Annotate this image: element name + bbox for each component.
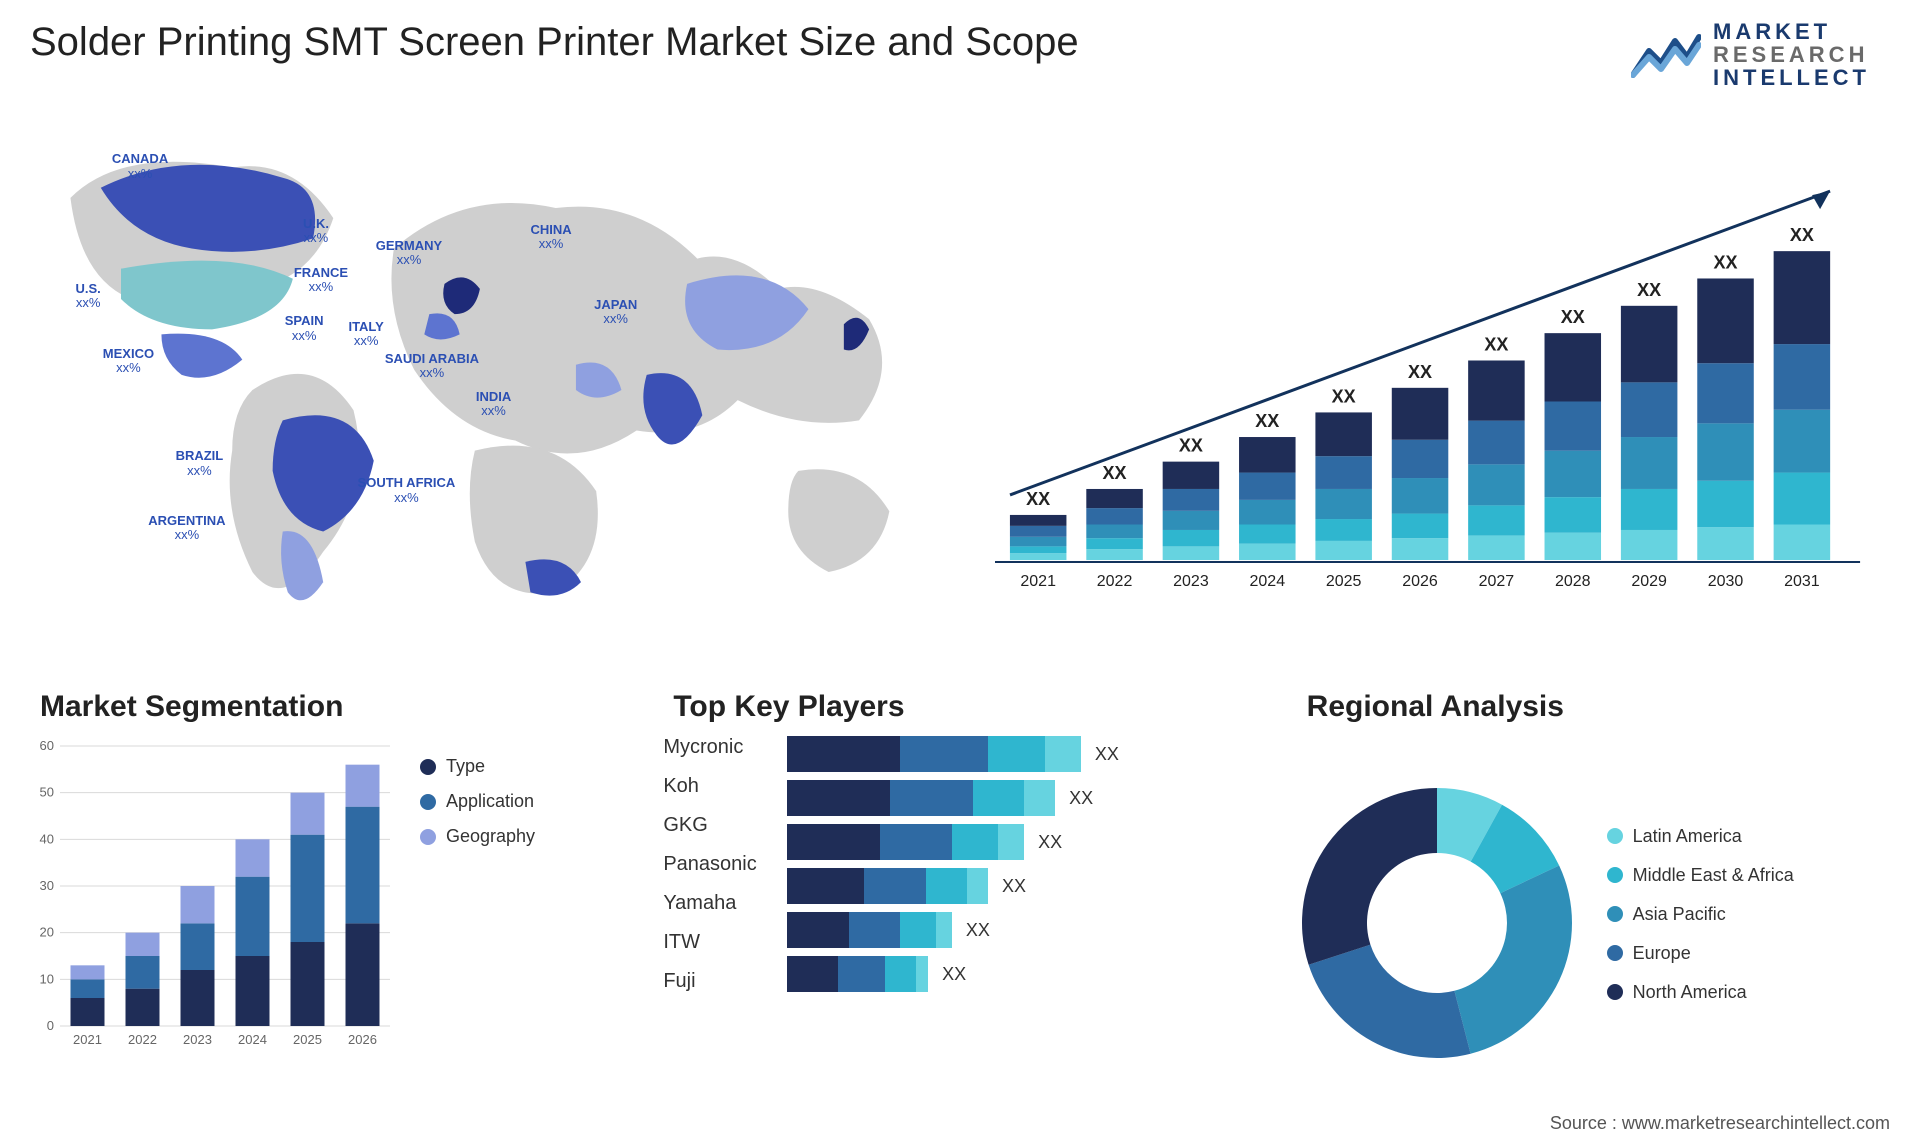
- source-line: Source : www.marketresearchintellect.com: [1550, 1113, 1890, 1134]
- svg-text:2027: 2027: [1479, 573, 1515, 590]
- players-title: Top Key Players: [673, 690, 1256, 724]
- svg-text:2026: 2026: [1402, 573, 1438, 590]
- segmentation-svg: 0 10 20 30 40 50 60 2021 2022 2023 2024 2025 2026: [30, 736, 390, 1056]
- player-row: XX: [787, 912, 1119, 948]
- svg-text:2028: 2028: [1555, 573, 1591, 590]
- svg-text:XX: XX: [1026, 489, 1050, 509]
- player-name: Yamaha: [663, 892, 756, 915]
- svg-text:10: 10: [40, 971, 54, 986]
- segmentation-legend-item: Application: [420, 791, 623, 812]
- header: Solder Printing SMT Screen Printer Marke…: [30, 20, 1890, 110]
- regional-panel: Regional Analysis Latin America Middle Ea…: [1297, 690, 1890, 1110]
- svg-text:0: 0: [47, 1018, 54, 1033]
- bottom-row: Market Segmentation 0 10 20 30 40 50 60 2021 202…: [30, 690, 1890, 1110]
- svg-text:2031: 2031: [1784, 573, 1820, 590]
- players-list: Mycronic Koh GKG Panasonic Yamaha ITW Fuji: [663, 736, 756, 1009]
- segmentation-legend-item: Geography: [420, 826, 623, 847]
- player-row: XX: [787, 736, 1119, 772]
- player-name: Panasonic: [663, 853, 756, 876]
- world-map-svg: [30, 120, 940, 660]
- svg-text:30: 30: [40, 878, 54, 893]
- svg-text:XX: XX: [1637, 280, 1661, 300]
- svg-text:2023: 2023: [183, 1032, 212, 1047]
- svg-text:40: 40: [40, 831, 54, 846]
- regional-legend-item: North America: [1607, 982, 1890, 1003]
- svg-text:XX: XX: [1255, 411, 1279, 431]
- svg-text:50: 50: [40, 785, 54, 800]
- regional-legend-item: Europe: [1607, 943, 1890, 964]
- logo-line-1: MARKET: [1713, 20, 1870, 43]
- segmentation-title: Market Segmentation: [40, 690, 623, 724]
- svg-text:XX: XX: [1561, 307, 1585, 327]
- players-panel: Top Key Players Mycronic Koh GKG Panasonic Y…: [663, 690, 1256, 1110]
- player-name: Koh: [663, 775, 756, 798]
- svg-text:20: 20: [40, 925, 54, 940]
- svg-text:XX: XX: [1790, 225, 1814, 245]
- page-title: Solder Printing SMT Screen Printer Marke…: [30, 20, 1079, 65]
- player-row: XX: [787, 824, 1119, 860]
- regional-legend-item: Latin America: [1607, 826, 1890, 847]
- svg-text:2023: 2023: [1173, 573, 1209, 590]
- svg-text:2030: 2030: [1708, 573, 1744, 590]
- player-row: XX: [787, 956, 1119, 992]
- growth-chart-svg: XX 2021 XX 2022 XX 2023 XX 2024 XX 2025 XX 2026 XX 20…: [980, 130, 1880, 630]
- logo-mark-icon: [1631, 31, 1701, 79]
- svg-text:XX: XX: [1332, 386, 1356, 406]
- svg-text:XX: XX: [1179, 436, 1203, 456]
- brand-logo: MARKET RESEARCH INTELLECT: [1631, 20, 1870, 89]
- donut-svg: [1297, 783, 1577, 1063]
- svg-text:2022: 2022: [1097, 573, 1133, 590]
- top-row: CANADAxx%U.S.xx%MEXICOxx%BRAZILxx%ARGENT…: [30, 120, 1890, 660]
- regional-legend-item: Middle East & Africa: [1607, 865, 1890, 886]
- player-name: ITW: [663, 931, 756, 954]
- svg-text:2022: 2022: [128, 1032, 157, 1047]
- player-name: Mycronic: [663, 736, 756, 759]
- svg-text:2025: 2025: [1326, 573, 1362, 590]
- player-row: XX: [787, 780, 1119, 816]
- segmentation-panel: Market Segmentation 0 10 20 30 40 50 60 2021 202…: [30, 690, 623, 1110]
- logo-text: MARKET RESEARCH INTELLECT: [1713, 20, 1870, 89]
- svg-text:XX: XX: [1102, 463, 1126, 483]
- svg-text:2025: 2025: [293, 1032, 322, 1047]
- regional-legend: Latin America Middle East & Africa Asia Pa…: [1607, 826, 1890, 1021]
- svg-text:2021: 2021: [73, 1032, 102, 1047]
- svg-text:2024: 2024: [238, 1032, 267, 1047]
- svg-text:60: 60: [40, 738, 54, 753]
- svg-text:XX: XX: [1408, 362, 1432, 382]
- regional-donut: [1297, 783, 1577, 1063]
- regional-title: Regional Analysis: [1307, 690, 1890, 724]
- world-map-panel: CANADAxx%U.S.xx%MEXICOxx%BRAZILxx%ARGENT…: [30, 120, 940, 660]
- segmentation-chart: 0 10 20 30 40 50 60 2021 2022 2023 2024 2025 2026: [30, 736, 390, 1110]
- logo-line-2: RESEARCH: [1713, 43, 1870, 66]
- svg-text:2021: 2021: [1020, 573, 1056, 590]
- svg-text:2024: 2024: [1249, 573, 1285, 590]
- source-prefix: Source :: [1550, 1113, 1622, 1133]
- player-name: GKG: [663, 814, 756, 837]
- player-row: XX: [787, 868, 1119, 904]
- source-text: www.marketresearchintellect.com: [1622, 1113, 1890, 1133]
- segmentation-legend: Type Application Geography: [420, 736, 623, 1110]
- players-bars: XX XX XX XX XX XX: [787, 736, 1129, 1009]
- svg-text:XX: XX: [1713, 252, 1737, 272]
- svg-text:XX: XX: [1484, 334, 1508, 354]
- logo-line-3: INTELLECT: [1713, 66, 1870, 89]
- svg-text:2029: 2029: [1631, 573, 1667, 590]
- growth-chart-panel: XX 2021 XX 2022 XX 2023 XX 2024 XX 2025 XX 2026 XX 20…: [980, 120, 1890, 660]
- svg-text:2026: 2026: [348, 1032, 377, 1047]
- segmentation-legend-item: Type: [420, 756, 623, 777]
- regional-legend-item: Asia Pacific: [1607, 904, 1890, 925]
- player-name: Fuji: [663, 970, 756, 993]
